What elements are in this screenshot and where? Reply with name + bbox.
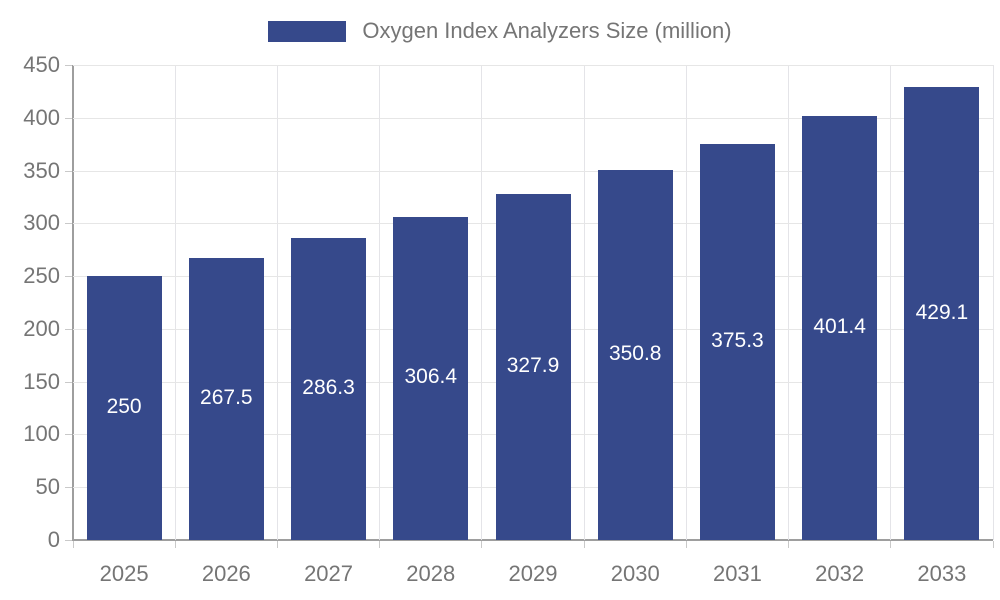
- y-tick-label: 0: [47, 527, 60, 552]
- x-tick-mark: [992, 541, 994, 548]
- bar-value-label: 267.5: [200, 385, 253, 409]
- vertical-gridline: [276, 65, 278, 540]
- x-tick-label: 2029: [508, 561, 558, 586]
- x-tick-label: 2026: [201, 561, 251, 586]
- vertical-gridline: [890, 65, 892, 540]
- legend: Oxygen Index Analyzers Size (million): [0, 18, 1000, 44]
- bar: [495, 193, 571, 540]
- vertical-gridline: [174, 65, 176, 540]
- x-tick-mark: [685, 541, 687, 548]
- y-tick-mark: [65, 223, 72, 225]
- y-axis-line: [72, 65, 74, 540]
- horizontal-gridline: [73, 117, 993, 119]
- y-tick-label: 400: [23, 104, 60, 130]
- bar: [699, 143, 775, 540]
- bar-value-label: 350.8: [608, 341, 662, 365]
- y-tick-label: 300: [23, 210, 60, 236]
- horizontal-gridline: [73, 170, 993, 172]
- x-tick-label: 2031: [712, 561, 762, 586]
- y-tick-label: 50: [35, 474, 60, 500]
- y-tick-mark: [65, 540, 72, 541]
- vertical-gridline: [992, 65, 994, 540]
- bar-value-label: 286.3: [302, 375, 355, 399]
- y-tick-label: 450: [23, 52, 60, 77]
- x-tick-label: 2030: [610, 561, 660, 586]
- x-tick-mark: [72, 541, 74, 548]
- bar-value-label: 375.3: [711, 328, 764, 352]
- y-tick-mark: [65, 276, 72, 278]
- x-tick-mark: [481, 541, 483, 548]
- y-tick-mark: [65, 117, 72, 119]
- vertical-gridline: [685, 65, 687, 540]
- y-tick-mark: [65, 381, 72, 383]
- horizontal-gridline: [73, 65, 993, 66]
- y-tick-label: 250: [23, 263, 60, 289]
- bar-value-label: 306.4: [404, 365, 458, 389]
- x-tick-label: 2028: [406, 561, 456, 586]
- vertical-gridline: [481, 65, 483, 540]
- x-tick-label: 2025: [99, 561, 149, 586]
- y-tick-label: 350: [23, 157, 60, 183]
- x-tick-mark: [583, 541, 585, 548]
- x-tick-label: 2027: [304, 561, 354, 586]
- y-tick-label: 200: [23, 315, 60, 341]
- vertical-gridline: [583, 65, 585, 540]
- bar: [393, 216, 469, 540]
- legend-swatch: [268, 20, 347, 42]
- y-tick-mark: [65, 170, 72, 172]
- bar-value-label: 429.1: [915, 300, 969, 324]
- vertical-gridline: [379, 65, 381, 540]
- bar: [86, 276, 162, 540]
- bar-value-label: 250: [106, 395, 142, 419]
- legend-label: Oxygen Index Analyzers Size (million): [362, 18, 732, 43]
- y-tick-label: 100: [23, 421, 60, 447]
- x-tick-mark: [276, 541, 278, 548]
- vertical-gridline: [788, 65, 790, 540]
- bar-value-label: 401.4: [813, 315, 866, 339]
- bar-value-label: 327.9: [506, 353, 560, 377]
- y-tick-mark: [65, 328, 72, 330]
- x-tick-mark: [174, 541, 176, 548]
- bar: [188, 257, 264, 540]
- plot-area: 250 267.5 286.3 306.4 327.9 350.8 375.3 401.4 42…: [72, 65, 994, 541]
- x-tick-mark: [788, 541, 790, 548]
- x-tick-label: 2032: [815, 561, 865, 586]
- y-tick-mark: [65, 487, 72, 489]
- bar: [291, 237, 367, 540]
- y-tick-mark: [65, 434, 72, 436]
- y-tick-mark: [65, 65, 72, 66]
- x-tick-mark: [379, 541, 381, 548]
- x-tick-label: 2033: [917, 561, 967, 586]
- bar: [597, 169, 673, 540]
- bar: [802, 116, 878, 540]
- x-axis-line: [72, 539, 993, 541]
- y-tick-label: 150: [23, 368, 60, 394]
- bar: [904, 87, 980, 540]
- x-tick-mark: [890, 541, 892, 548]
